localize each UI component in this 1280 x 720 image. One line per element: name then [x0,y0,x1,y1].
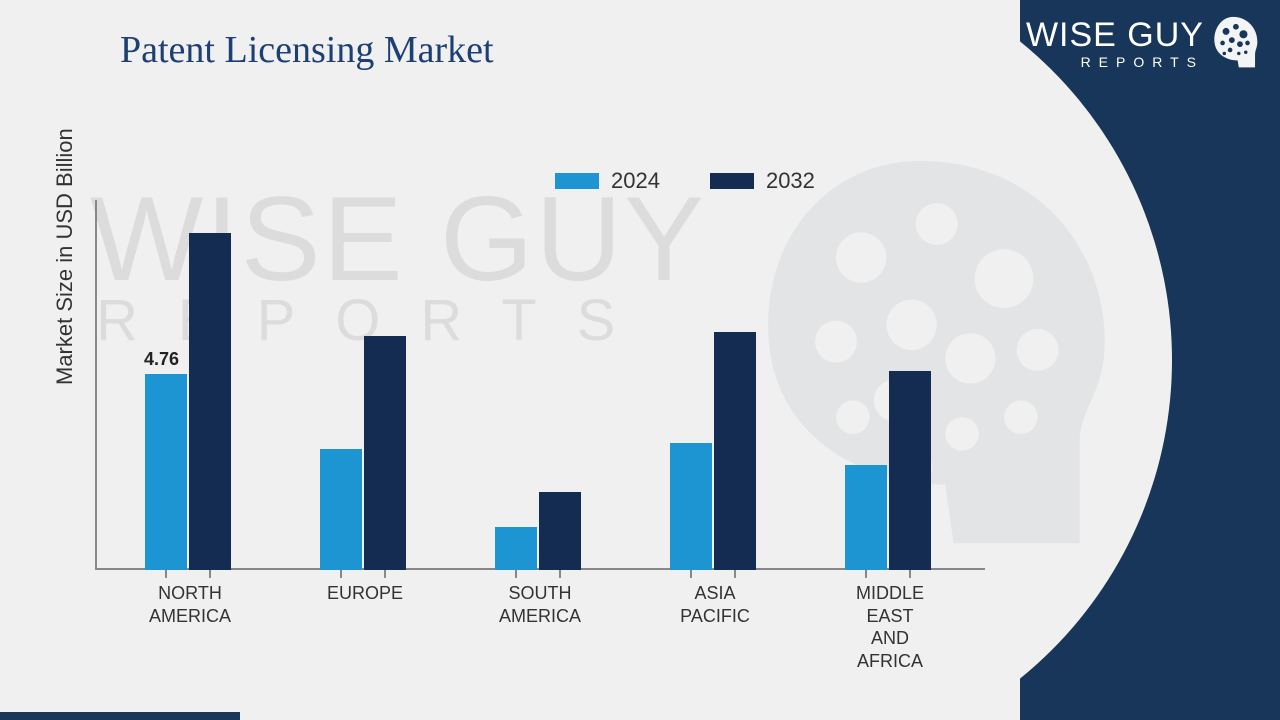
bar-value-label: 4.76 [144,349,179,370]
x-tick [865,570,867,578]
category-label: ASIAPACIFIC [645,582,785,627]
bar-2032 [189,233,231,570]
x-tick [734,570,736,578]
bar-2024 [145,374,187,570]
bar-chart: 4.76NORTHAMERICA EUROPE SOUTHAMERICA ASIAPA… [95,200,985,570]
x-tick [209,570,211,578]
x-tick [909,570,911,578]
chart-title: Patent Licensing Market [120,28,494,72]
bar-2024 [320,449,362,570]
y-axis-line [95,200,97,570]
x-tick [165,570,167,578]
bar-group: MIDDLEEASTANDAFRICA [835,200,945,570]
legend-label-2024: 2024 [611,168,660,194]
x-tick [340,570,342,578]
bar-2032 [364,336,406,570]
page-root: WISE GUY REPORTS WISE GUY REPORTS Patent… [0,0,1280,720]
brand-subtitle: REPORTS [1026,54,1204,70]
x-tick [515,570,517,578]
bar-group: SOUTHAMERICA [485,200,595,570]
brand-logo: WISE GUY REPORTS [1026,18,1256,70]
legend-label-2032: 2032 [766,168,815,194]
bar-2024 [845,465,887,570]
decorative-bottom-bar [0,712,240,720]
category-label: NORTHAMERICA [120,582,260,627]
x-tick [690,570,692,578]
legend-item-2032: 2032 [710,168,815,194]
bar-2032 [539,492,581,570]
y-axis-label: Market Size in USD Billion [52,128,78,385]
legend-swatch-2024 [555,173,599,189]
legend-item-2024: 2024 [555,168,660,194]
category-label: MIDDLEEASTANDAFRICA [820,582,960,672]
bar-2024 [495,527,537,570]
legend: 2024 2032 [555,168,815,194]
x-tick [559,570,561,578]
bar-2032 [889,371,931,570]
bar-group: EUROPE [310,200,420,570]
bar-2032 [714,332,756,570]
x-tick [384,570,386,578]
category-label: EUROPE [295,582,435,605]
bar-group: 4.76NORTHAMERICA [135,200,245,570]
bar-group: ASIAPACIFIC [660,200,770,570]
brand-name: WISE GUY [1026,18,1204,52]
category-label: SOUTHAMERICA [470,582,610,627]
legend-swatch-2032 [710,173,754,189]
bar-2024 [670,443,712,570]
